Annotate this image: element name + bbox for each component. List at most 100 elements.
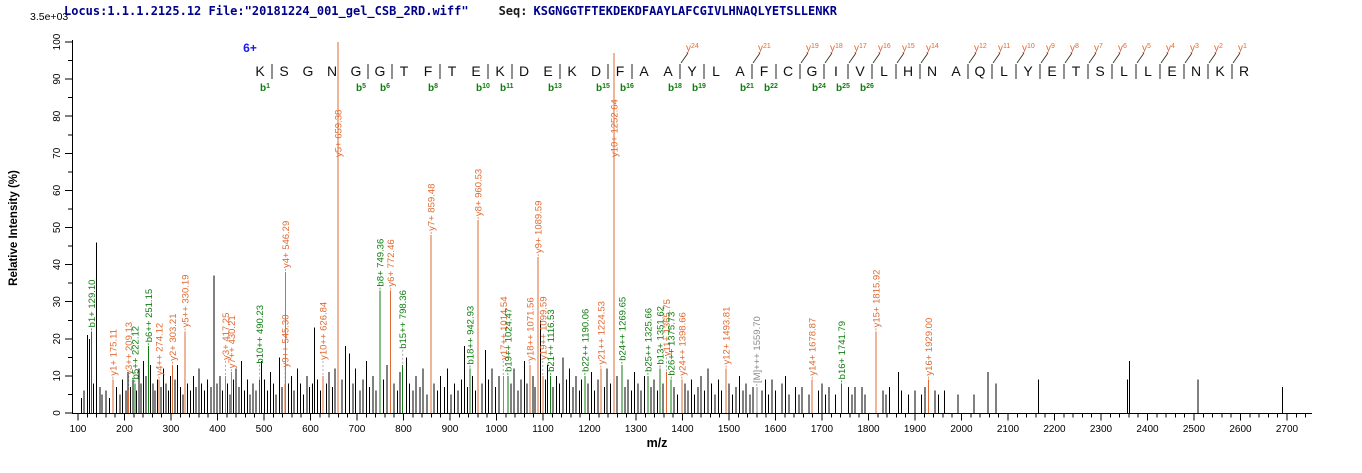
sequence-text: KSGNGGTFTEKDEKDFAAYLAFCGIVLHNAQLYETSLLEN…: [533, 4, 837, 18]
locus-file-label: Locus:1.1.1.2125.12 File:"20181224_001_g…: [64, 4, 469, 18]
sequence-letter: K: [255, 63, 265, 79]
b-ion-label: b10: [476, 83, 490, 94]
peak-label: y24++ 1398.66: [677, 312, 688, 375]
y-ion-label: y5: [1142, 43, 1151, 54]
sequence-letter: G: [807, 63, 818, 79]
sequence-letter: K: [567, 63, 577, 79]
y-ion-tick: [1112, 52, 1121, 64]
y-ion-tick: [968, 52, 977, 64]
peak-label: b26++ 1375.73: [667, 312, 678, 376]
y-ion-tick: [680, 52, 689, 64]
y-ion-tick: [752, 52, 761, 64]
y-tick-label: 100: [52, 33, 63, 50]
y-ion-label: y14: [926, 43, 939, 54]
sequence-letter: E: [471, 63, 480, 79]
y-ion-label: y9: [1046, 43, 1055, 54]
b-ion-label: b6: [380, 83, 390, 94]
sequence-letter: L: [1120, 63, 1128, 79]
peak-label: b10++ 490.23: [255, 305, 266, 364]
sequence-letter: H: [903, 63, 913, 79]
max-intensity-label: 3.5e+03: [30, 11, 68, 23]
x-tick-label: 1100: [532, 424, 554, 435]
peak-label: y5+ 659.38: [334, 110, 345, 157]
y-tick-label: 10: [52, 370, 63, 382]
y-ion-label: y15: [902, 43, 915, 54]
x-tick-label: 100: [70, 424, 87, 435]
b-ion-label: b13: [548, 83, 562, 94]
peak-label: b24++ 1269.65: [617, 297, 628, 361]
peak-label: y3++ 209.13: [124, 322, 135, 375]
b-ion-label: b21: [740, 83, 754, 94]
x-tick-label: 600: [302, 424, 319, 435]
peak-label: b5++ 222.12: [130, 326, 141, 379]
x-tick-label: 2100: [997, 424, 1020, 435]
x-tick-label: 2500: [1183, 424, 1206, 435]
x-tick-label: 200: [116, 424, 133, 435]
peak-label: b18++ 942.93: [465, 306, 476, 365]
sequence-letter: N: [327, 63, 337, 79]
sequence-letter: V: [855, 63, 865, 79]
y-tick-label: 90: [52, 73, 63, 85]
y-tick-label: 0: [52, 410, 63, 416]
sequence-letter: K: [495, 63, 505, 79]
b-ion-label: b25: [836, 83, 850, 94]
b-ion-label: b22: [764, 83, 778, 94]
peak-label: y2+ 303.21: [168, 313, 179, 360]
peak-label: y8+ 960.53: [474, 169, 485, 216]
sequence-letter: E: [1047, 63, 1056, 79]
y-ion-tick: [1184, 52, 1193, 64]
b-ion-label: b19: [692, 83, 706, 94]
b-ion-label: b24: [812, 83, 826, 94]
y-tick-label: 40: [52, 259, 63, 271]
sequence-letter: A: [735, 63, 745, 79]
y-ion-label: y19: [806, 43, 819, 54]
sequence-letter: R: [1239, 63, 1249, 79]
peak-label: y10+ 1252.64: [609, 99, 620, 157]
x-tick-label: 2400: [1136, 424, 1159, 435]
y-ion-tick: [848, 52, 857, 64]
y-ion-label: y21: [758, 43, 771, 54]
b-ion-label: b11: [500, 83, 514, 94]
x-tick-label: 1000: [485, 424, 508, 435]
sequence-letter: D: [591, 63, 601, 79]
peak-label: b13+ 1351.62: [656, 306, 667, 364]
peak-label: y18++ 1071.56: [525, 297, 536, 360]
y-ion-tick: [1232, 52, 1241, 64]
peak-label: y4++ 274.12: [154, 323, 165, 376]
sequence-letter: Y: [1023, 63, 1033, 79]
peak-label: y7++ 430.21: [227, 315, 238, 368]
sequence-letter: T: [448, 63, 457, 79]
b-ion-label: b26: [860, 83, 874, 94]
sequence-letter: D: [519, 63, 529, 79]
y-axis-title: Relative Intensity (%): [8, 170, 20, 286]
peak-label: y3+ 417.25: [221, 313, 232, 360]
x-tick-label: 2600: [1229, 424, 1252, 435]
peak-label: b1+ 129.10: [87, 280, 98, 328]
y-ion-label: y10: [1022, 43, 1035, 54]
x-tick-label: 1400: [671, 424, 694, 435]
sequence-letter: Y: [687, 63, 697, 79]
y-ion-label: y4: [1166, 43, 1175, 54]
y-tick-label: 20: [52, 333, 63, 345]
y-ion-tick: [1208, 52, 1217, 64]
sequence-letter: L: [712, 63, 720, 79]
x-tick-label: 1300: [625, 424, 648, 435]
peak-label: b25++ 1325.66: [643, 308, 654, 372]
y-tick-label: 60: [52, 184, 63, 196]
x-tick-label: 500: [256, 424, 273, 435]
sequence-letter: T: [1072, 63, 1081, 79]
y-ion-tick: [800, 52, 809, 64]
x-tick-label: 400: [209, 424, 226, 435]
y-ion-label: y6: [1118, 43, 1127, 54]
x-tick-label: 1600: [764, 424, 787, 435]
sequence-letter: L: [880, 63, 888, 79]
y-ion-label: y2: [1214, 43, 1223, 54]
peak-label: y15+ 1815.92: [871, 270, 882, 328]
peak-label: y17++ 1014.54: [499, 296, 510, 359]
x-axis-title: m/z: [647, 436, 668, 450]
sequence-letter: C: [783, 63, 793, 79]
sequence-letter: F: [760, 63, 769, 79]
sequence-letter: L: [1144, 63, 1152, 79]
